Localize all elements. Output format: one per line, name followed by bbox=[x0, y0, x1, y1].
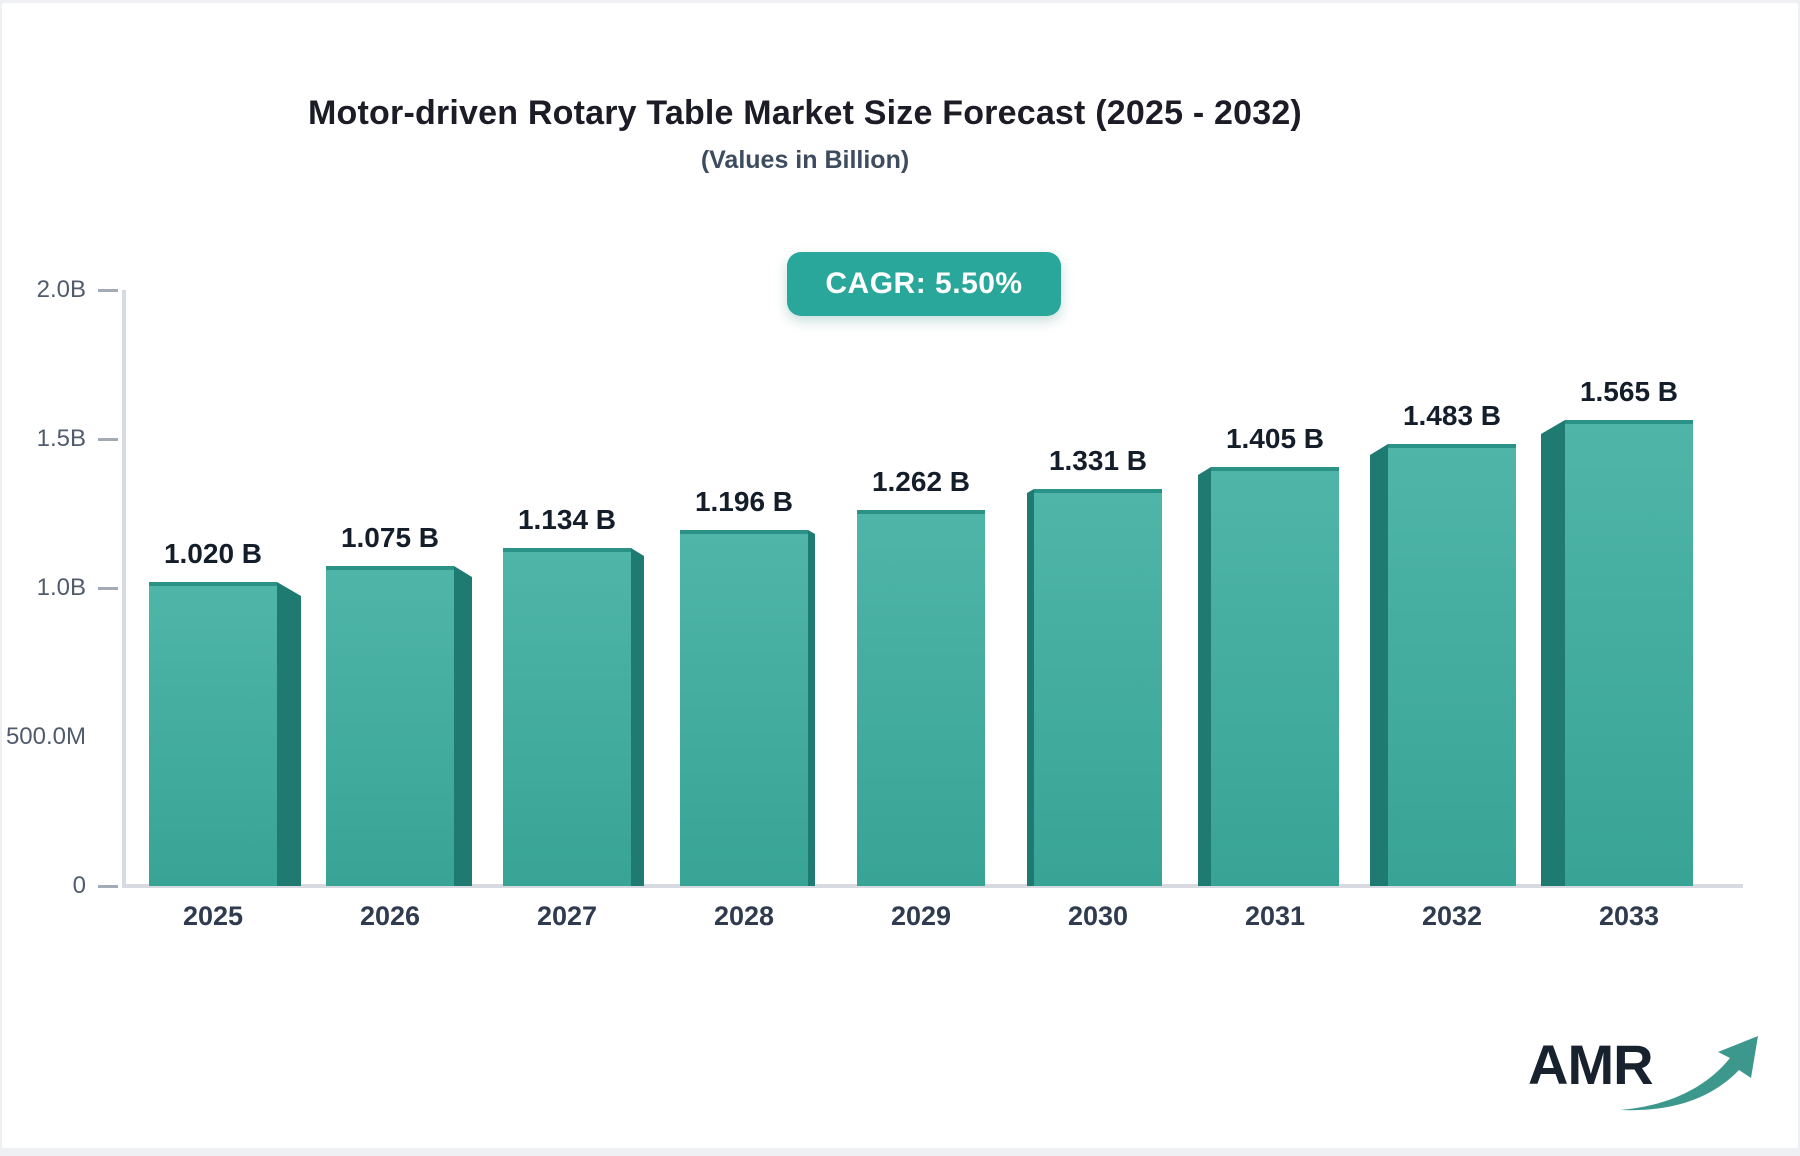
bar-value-label: 1.196 B bbox=[694, 486, 794, 517]
y-axis-tick bbox=[98, 884, 118, 888]
cagr-badge-label: CAGR: 5.50% bbox=[825, 267, 1023, 300]
x-axis-label-2025: 2025 bbox=[182, 901, 244, 931]
x-axis-label-2033: 2033 bbox=[1598, 901, 1660, 931]
x-axis-label-2027: 2027 bbox=[536, 901, 598, 931]
x-axis-label-2028: 2028 bbox=[713, 901, 775, 931]
bar-2032[interactable] bbox=[1388, 444, 1516, 886]
amr-logo-text: AMR bbox=[1528, 1033, 1654, 1096]
y-axis-tick bbox=[98, 586, 118, 590]
bar-2026-side-face bbox=[454, 566, 472, 886]
y-axis-tick bbox=[98, 437, 118, 441]
bar-2027-side-face bbox=[631, 548, 644, 886]
bar-value-label: 1.262 B bbox=[871, 466, 971, 497]
y-axis-label: 1.0B bbox=[36, 574, 86, 601]
bar-2033[interactable] bbox=[1565, 420, 1693, 886]
x-axis-label-2030: 2030 bbox=[1067, 901, 1129, 931]
bar-2031[interactable] bbox=[1211, 467, 1339, 886]
bar-value-label: 1.134 B bbox=[517, 504, 617, 535]
x-axis-baseline bbox=[122, 884, 1743, 888]
bar-2028-side-face bbox=[808, 530, 815, 886]
bar-value-label: 1.405 B bbox=[1225, 423, 1325, 454]
chart-title: Motor-driven Rotary Table Market Size Fo… bbox=[308, 94, 1302, 132]
bar-2025[interactable] bbox=[149, 582, 277, 886]
bar-2025-side-face bbox=[277, 582, 301, 886]
growth-arrow-icon bbox=[1620, 1036, 1758, 1111]
bar-value-label: 1.331 B bbox=[1048, 445, 1148, 476]
bar-value-label: 1.075 B bbox=[340, 522, 440, 553]
x-axis-label-2026: 2026 bbox=[359, 901, 421, 931]
bar-2033-side-face bbox=[1541, 420, 1565, 886]
bar-2027[interactable] bbox=[503, 548, 631, 886]
x-axis-label-2031: 2031 bbox=[1244, 901, 1306, 931]
bar-value-label: 1.020 B bbox=[163, 538, 263, 569]
bar-2030[interactable] bbox=[1034, 489, 1162, 886]
x-axis-label-2032: 2032 bbox=[1421, 901, 1483, 931]
bar-2031-side-face bbox=[1198, 467, 1211, 886]
bar-2026[interactable] bbox=[326, 566, 454, 886]
cagr-badge: CAGR: 5.50% bbox=[787, 252, 1061, 316]
x-axis-label-2029: 2029 bbox=[890, 901, 952, 931]
y-axis-label: 1.5B bbox=[36, 425, 86, 452]
y-axis-tick bbox=[98, 288, 118, 292]
bar-2029[interactable] bbox=[857, 510, 985, 886]
bar-2030-side-face bbox=[1027, 489, 1034, 886]
y-axis-label: 500.0M bbox=[5, 723, 86, 750]
y-axis-line bbox=[122, 290, 126, 888]
chart-subtitle: (Values in Billion) bbox=[700, 146, 910, 174]
bar-2032-side-face bbox=[1370, 444, 1388, 886]
bar-value-label: 1.483 B bbox=[1402, 400, 1502, 431]
y-axis-label: 0 bbox=[72, 872, 86, 899]
bar-value-label: 1.565 B bbox=[1579, 376, 1679, 407]
y-axis-label: 2.0B bbox=[36, 276, 86, 303]
bar-2028[interactable] bbox=[680, 530, 808, 886]
amr-logo: AMR bbox=[1528, 1030, 1758, 1120]
